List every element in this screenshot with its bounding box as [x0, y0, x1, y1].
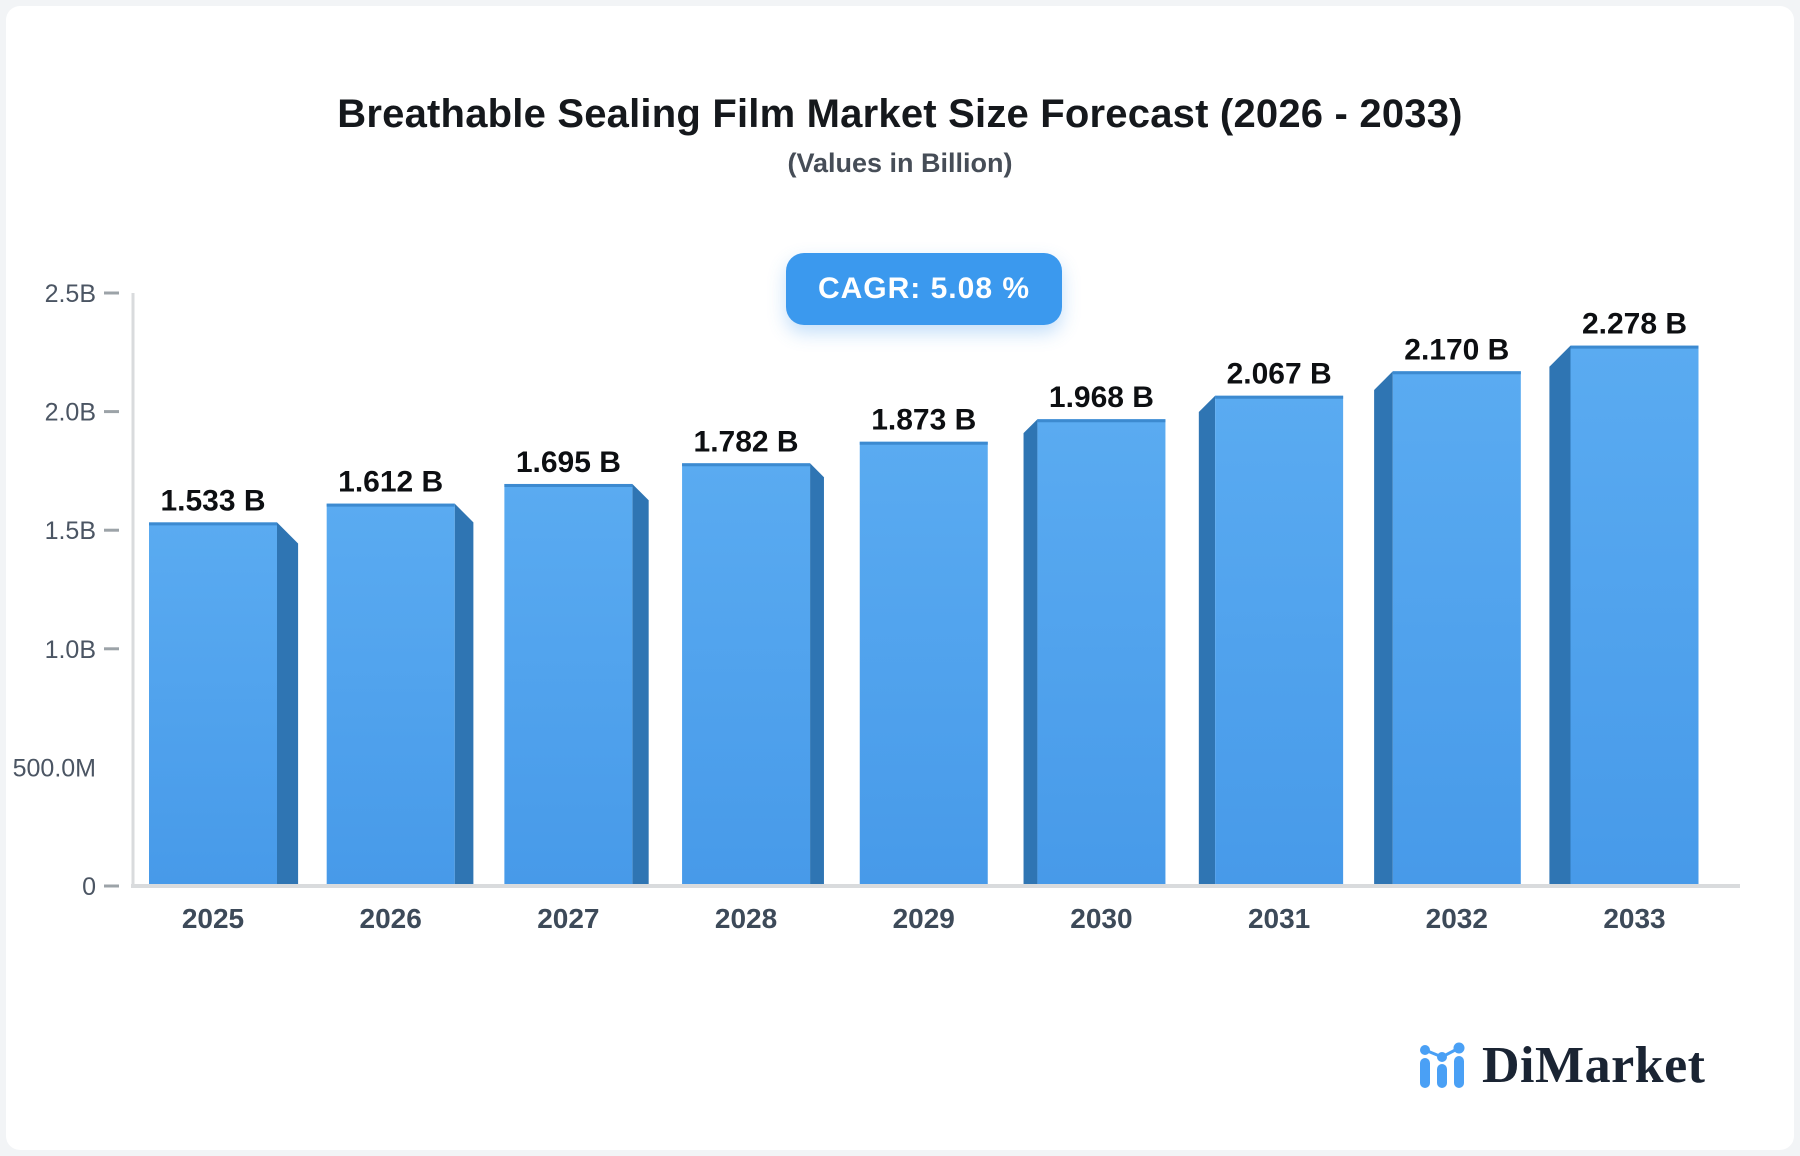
bar-group-2028: 1.782 B 2028 [682, 425, 824, 934]
bar-side-face [810, 463, 824, 884]
y-axis-label: 1.0B [45, 636, 96, 664]
x-axis-label: 2026 [360, 903, 422, 934]
x-axis-label: 2027 [537, 903, 599, 934]
chart-subtitle: (Values in Billion) [787, 148, 1013, 178]
bar[interactable] [504, 483, 633, 884]
bar[interactable] [1215, 395, 1344, 884]
bar-side-face [1023, 419, 1038, 884]
bar-side-face [1198, 395, 1216, 884]
cagr-badge: CAGR: 5.08 % [786, 253, 1062, 325]
bar-value-label: 1.533 B [160, 484, 265, 517]
bar[interactable] [859, 441, 988, 884]
bar-side-face [1549, 345, 1571, 884]
bar-value-label: 1.782 B [694, 425, 799, 458]
x-axis-label: 2030 [1070, 903, 1132, 934]
bar-value-label: 2.170 B [1404, 333, 1509, 366]
x-axis-label: 2033 [1603, 903, 1665, 934]
bar-group-2025: 1.533 B 2025 [149, 484, 299, 934]
x-axis-label: 2029 [893, 903, 955, 934]
bar[interactable] [1392, 371, 1521, 884]
y-axis-label: 1.5B [45, 517, 96, 545]
bar-group-2033: 2.278 B 2033 [1549, 308, 1699, 934]
bar-value-label: 1.968 B [1049, 381, 1154, 414]
bar-value-label: 1.695 B [516, 446, 621, 479]
chart-title: Breathable Sealing Film Market Size Fore… [337, 92, 1463, 136]
bar-side-face [632, 483, 649, 884]
bar-group-2029: 1.873 B 2029 [859, 404, 988, 934]
bar-value-label: 1.873 B [871, 404, 976, 437]
bar[interactable] [1570, 345, 1699, 884]
bar-value-label: 2.067 B [1227, 358, 1332, 391]
bar-group-2031: 2.067 B 2031 [1198, 358, 1344, 934]
bar-side-face [454, 503, 474, 884]
x-axis-label: 2025 [182, 903, 244, 934]
y-axis-label: 0 [82, 873, 96, 901]
bar-group-2030: 1.968 B 2030 [1023, 381, 1166, 934]
x-axis-label: 2032 [1426, 903, 1488, 934]
dimarket-logo: DiMarket [1418, 1036, 1705, 1095]
bar-side-face [277, 522, 299, 884]
bar-side-face [1374, 371, 1393, 884]
bar[interactable] [1037, 419, 1166, 884]
bar[interactable] [149, 522, 277, 884]
bar-group-2032: 2.170 B 2032 [1374, 333, 1521, 934]
dimarket-logo-icon [1420, 1042, 1465, 1088]
bar-group-2027: 1.695 B 2027 [504, 446, 649, 934]
bar-group-2026: 1.612 B 2026 [326, 466, 474, 934]
y-axis-label: 500.0M [13, 754, 96, 782]
dimarket-logo-text: DiMarket [1482, 1037, 1706, 1094]
bar[interactable] [682, 463, 811, 884]
x-axis-label: 2031 [1248, 903, 1310, 934]
y-axis-label: 2.0B [45, 399, 96, 427]
bar[interactable] [326, 503, 455, 884]
bar-value-label: 2.278 B [1582, 308, 1687, 341]
cagr-badge-label: CAGR: 5.08 % [817, 272, 1031, 305]
y-axis-label: 2.5B [45, 280, 96, 308]
x-axis-label: 2028 [715, 903, 777, 934]
bar-value-label: 1.612 B [338, 466, 443, 499]
